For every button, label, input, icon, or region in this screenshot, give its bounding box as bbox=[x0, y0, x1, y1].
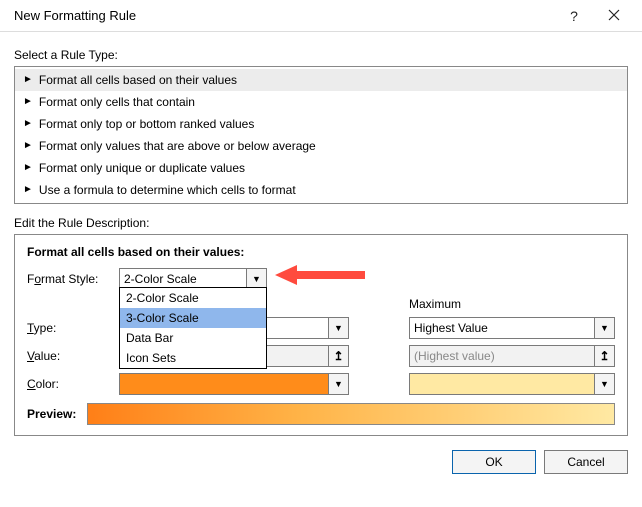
description-panel: Format all cells based on their values: … bbox=[14, 234, 628, 436]
bullet-icon: ► bbox=[23, 119, 33, 129]
rule-type-item[interactable]: ►Use a formula to determine which cells … bbox=[15, 179, 627, 201]
color-max-dropdown[interactable]: ▼ bbox=[409, 373, 615, 395]
rule-type-list[interactable]: ►Format all cells based on their values … bbox=[14, 66, 628, 204]
rule-type-item[interactable]: ►Format only values that are above or be… bbox=[15, 135, 627, 157]
chevron-down-icon[interactable]: ▼ bbox=[595, 317, 615, 339]
maximum-header: Maximum bbox=[409, 297, 489, 311]
color-min-dropdown[interactable]: ▼ bbox=[119, 373, 349, 395]
bullet-icon: ► bbox=[23, 185, 33, 195]
format-style-row: Format Style: 2-Color Scale ▼ bbox=[27, 267, 615, 291]
format-style-option[interactable]: 2-Color Scale bbox=[120, 288, 266, 308]
description-heading: Format all cells based on their values: bbox=[27, 245, 615, 259]
close-icon bbox=[608, 9, 620, 21]
cancel-button[interactable]: Cancel bbox=[544, 450, 628, 474]
bullet-icon: ► bbox=[23, 141, 33, 151]
rule-type-label: Select a Rule Type: bbox=[14, 48, 628, 62]
chevron-down-icon[interactable]: ▼ bbox=[329, 317, 349, 339]
rule-type-item[interactable]: ►Format only cells that contain bbox=[15, 91, 627, 113]
range-select-icon[interactable]: ↥ bbox=[329, 345, 349, 367]
ok-button[interactable]: OK bbox=[452, 450, 536, 474]
value-label: Value: bbox=[27, 349, 119, 363]
color-label: Color: bbox=[27, 377, 119, 391]
bullet-icon: ► bbox=[23, 75, 33, 85]
window-title: New Formatting Rule bbox=[14, 8, 554, 23]
color-max-swatch bbox=[409, 373, 595, 395]
rule-type-item[interactable]: ►Format only top or bottom ranked values bbox=[15, 113, 627, 135]
format-style-option[interactable]: 3-Color Scale bbox=[120, 308, 266, 328]
edit-description-label: Edit the Rule Description: bbox=[14, 216, 628, 230]
value-max-text: (Highest value) bbox=[409, 345, 595, 367]
close-button[interactable] bbox=[594, 8, 634, 24]
format-style-option[interactable]: Data Bar bbox=[120, 328, 266, 348]
preview-gradient bbox=[87, 403, 615, 425]
type-label: Type: bbox=[27, 321, 119, 335]
value-max-input[interactable]: (Highest value) ↥ bbox=[409, 345, 615, 367]
rule-type-item[interactable]: ►Format all cells based on their values bbox=[15, 69, 627, 91]
bullet-icon: ► bbox=[23, 97, 33, 107]
chevron-down-icon[interactable]: ▼ bbox=[595, 373, 615, 395]
format-style-popup[interactable]: 2-Color Scale 3-Color Scale Data Bar Ico… bbox=[119, 287, 267, 369]
titlebar: New Formatting Rule ? bbox=[0, 0, 642, 32]
type-max-dropdown[interactable]: Highest Value ▼ bbox=[409, 317, 615, 339]
color-min-swatch bbox=[119, 373, 329, 395]
type-max-value: Highest Value bbox=[409, 317, 595, 339]
rule-type-item[interactable]: ►Format only unique or duplicate values bbox=[15, 157, 627, 179]
bullet-icon: ► bbox=[23, 163, 33, 173]
help-button[interactable]: ? bbox=[554, 8, 594, 24]
format-style-option[interactable]: Icon Sets bbox=[120, 348, 266, 368]
range-select-icon[interactable]: ↥ bbox=[595, 345, 615, 367]
chevron-down-icon[interactable]: ▼ bbox=[329, 373, 349, 395]
preview-label: Preview: bbox=[27, 407, 87, 421]
format-style-label: Format Style: bbox=[27, 272, 119, 286]
